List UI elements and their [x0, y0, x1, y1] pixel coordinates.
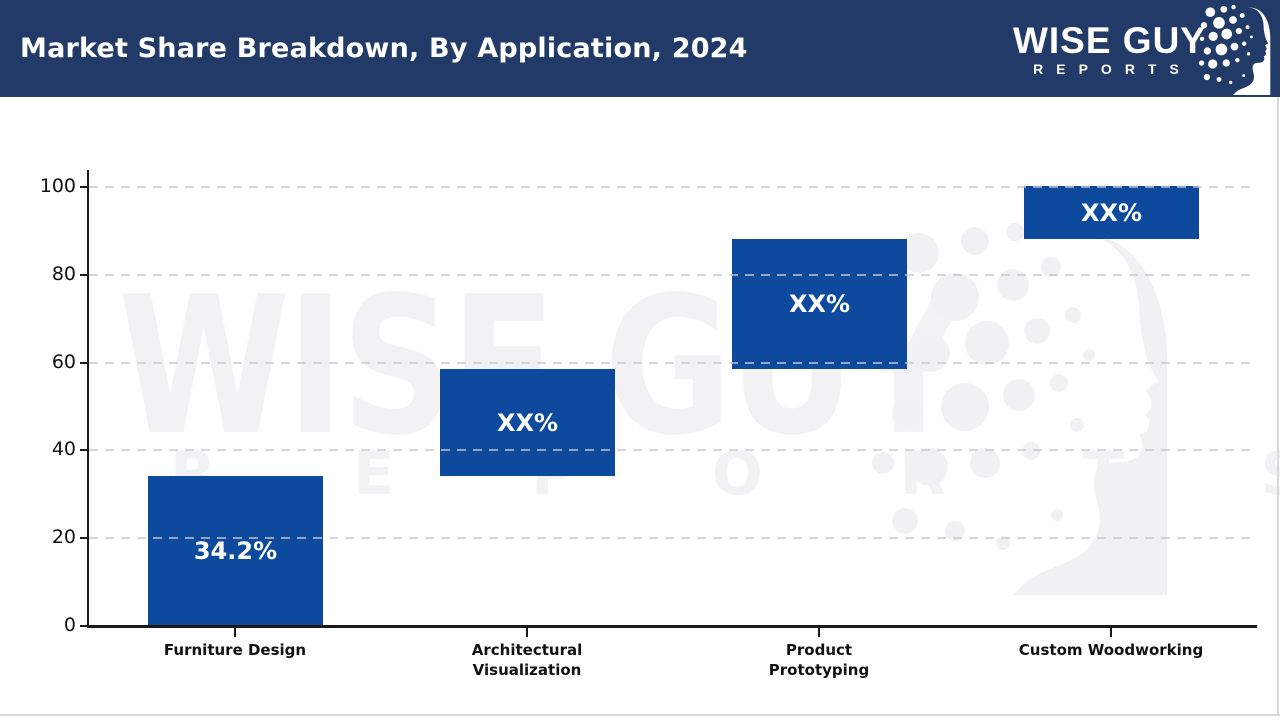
y-tick-label: 100 [39, 175, 76, 197]
x-tick-mark [818, 628, 820, 637]
y-tick-label: 40 [51, 438, 76, 461]
right-frame-line [1277, 97, 1279, 716]
y-tick-label: 80 [51, 262, 76, 285]
y-tick-mark [80, 186, 89, 188]
bar-product-prototyping: XX% [732, 239, 907, 369]
category-label: Product Prototyping [768, 641, 870, 680]
gridline-60 [89, 361, 1257, 364]
logo-face-icon [1198, 4, 1271, 95]
bar-value-label: XX% [788, 290, 851, 318]
bottom-frame-line [0, 714, 1280, 716]
category-label: Architectural Visualization [471, 641, 583, 680]
category-label: Furniture Design [163, 641, 307, 659]
bar-custom-woodworking: XX% [1024, 186, 1199, 239]
gridline-80 [89, 273, 1257, 276]
y-tick-mark [80, 273, 89, 276]
bar-value-label: XX% [496, 408, 559, 437]
bar-value-label: 34.2% [193, 537, 278, 565]
chart-title: Market Share Breakdown, By Application, … [20, 33, 748, 64]
y-tick-mark [80, 361, 89, 364]
y-tick-label: 20 [51, 526, 76, 549]
y-tick-mark [80, 625, 89, 627]
bar-value-label: XX% [1080, 198, 1143, 227]
y-tick-mark [80, 449, 89, 452]
y-tick-mark [80, 537, 89, 540]
watermark-subtitle: R E P O R T S [170, 439, 1280, 509]
gridline-40 [89, 449, 1257, 452]
wise-guy-reports-logo: WISE GUY REPORTS [1013, 3, 1280, 95]
logo-text: WISE GUY REPORTS [1013, 22, 1206, 76]
y-tick-label: 60 [51, 350, 76, 373]
header-bar: Market Share Breakdown, By Application, … [0, 0, 1280, 97]
x-tick-mark [1110, 628, 1112, 637]
gridline-20 [89, 537, 1257, 540]
y-tick-label: 0 [63, 614, 76, 636]
category-label: Custom Woodworking [1018, 641, 1204, 659]
bar-architectural-visualization: XX% [440, 369, 615, 476]
x-tick-mark [526, 628, 528, 637]
x-tick-mark [234, 628, 236, 637]
logo-wordmark: WISE GUY [1012, 19, 1206, 61]
bar-furniture-design: 34.2% [148, 476, 323, 626]
logo-subtitle: REPORTS [1033, 60, 1192, 77]
y-axis-line [87, 170, 89, 628]
gridline-100 [89, 186, 1257, 188]
x-axis-line [87, 625, 1257, 628]
